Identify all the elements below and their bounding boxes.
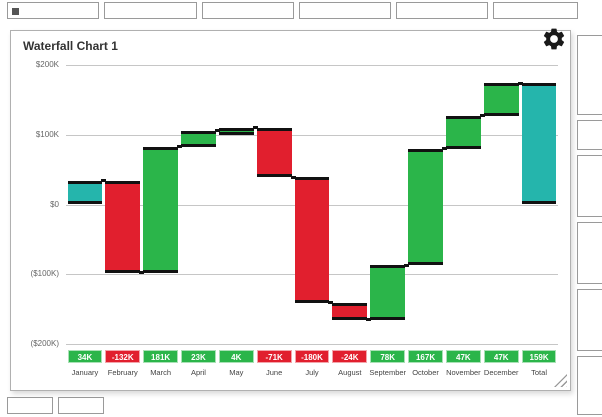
connector-line bbox=[252, 126, 258, 130]
plot-area bbox=[66, 65, 558, 345]
placeholder-panel-right-1[interactable] bbox=[577, 35, 602, 115]
connector-line bbox=[290, 175, 296, 179]
waterfall-bar-june[interactable] bbox=[256, 127, 292, 178]
value-label-march: 181K bbox=[143, 350, 179, 363]
y-axis-label: $100K bbox=[35, 129, 59, 139]
value-label-july: -180K bbox=[294, 350, 330, 363]
waterfall-bar-february[interactable] bbox=[105, 180, 141, 273]
waterfall-bar-august[interactable] bbox=[332, 302, 368, 320]
gridline bbox=[66, 134, 558, 136]
category-label-september: September bbox=[369, 368, 407, 377]
gridline bbox=[66, 65, 558, 66]
category-label-november: November bbox=[446, 368, 481, 377]
placeholder-panel-top-6[interactable] bbox=[493, 2, 578, 19]
waterfall-bar-january[interactable] bbox=[67, 180, 103, 205]
placeholder-panel-right-6[interactable] bbox=[577, 356, 602, 415]
category-label-april: April bbox=[190, 368, 206, 377]
category-label-june: June bbox=[266, 368, 283, 377]
placeholder-panel-right-5[interactable] bbox=[577, 289, 602, 351]
value-label-october: 167K bbox=[408, 350, 443, 363]
placeholder-panel-top-1[interactable] bbox=[7, 2, 99, 19]
placeholder-panel-top-5[interactable] bbox=[396, 2, 488, 19]
waterfall-bar-may[interactable] bbox=[218, 127, 254, 135]
waterfall-bar-total[interactable] bbox=[521, 83, 557, 205]
connector-line bbox=[479, 114, 485, 118]
connector-line bbox=[366, 318, 372, 322]
category-label-may: May bbox=[229, 368, 244, 377]
connector-line bbox=[177, 145, 183, 149]
settings-gear-icon[interactable] bbox=[541, 26, 567, 52]
placeholder-panel-right-2[interactable] bbox=[577, 120, 602, 150]
waterfall-bar-april[interactable] bbox=[181, 130, 216, 147]
value-label-may: 4K bbox=[218, 350, 254, 363]
category-label-february: February bbox=[107, 368, 138, 377]
category-label-august: August bbox=[338, 368, 362, 377]
category-label-march: March bbox=[150, 368, 172, 377]
value-label-november: 47K bbox=[445, 350, 481, 363]
placeholder-panel-top-2[interactable] bbox=[104, 2, 197, 19]
connector-line bbox=[517, 81, 523, 85]
placeholder-panel-top-4[interactable] bbox=[299, 2, 391, 19]
value-label-august: -24K bbox=[332, 350, 368, 363]
value-label-april: 23K bbox=[181, 350, 216, 363]
mini-widget-icon bbox=[12, 8, 19, 15]
connector-line bbox=[328, 301, 334, 305]
value-label-september: 78K bbox=[370, 350, 406, 363]
category-label-july: July bbox=[305, 368, 319, 377]
placeholder-panel-right-4[interactable] bbox=[577, 222, 602, 284]
value-label-january: 34K bbox=[67, 350, 103, 363]
connector-line bbox=[139, 271, 145, 275]
value-label-december: 47K bbox=[483, 350, 519, 363]
placeholder-panel-top-3[interactable] bbox=[202, 2, 294, 19]
placeholder-panel-bottom-2[interactable] bbox=[58, 397, 104, 414]
y-axis-label: ($100K) bbox=[30, 269, 59, 279]
waterfall-bar-october[interactable] bbox=[408, 148, 443, 266]
placeholder-panel-right-3[interactable] bbox=[577, 155, 602, 217]
chart-title: Waterfall Chart 1 bbox=[23, 39, 118, 53]
gridline bbox=[66, 344, 558, 345]
category-label-december: December bbox=[483, 368, 519, 377]
connector-line bbox=[441, 147, 447, 151]
waterfall-bar-september[interactable] bbox=[370, 265, 406, 320]
waterfall-bar-march[interactable] bbox=[143, 146, 179, 273]
category-label-total: Total bbox=[531, 368, 547, 377]
connector-line bbox=[404, 263, 410, 267]
category-label-october: October bbox=[412, 368, 439, 377]
y-axis-label: $0 bbox=[50, 199, 59, 209]
category-label-january: January bbox=[71, 368, 99, 377]
y-axis-label: $200K bbox=[35, 60, 59, 69]
connector-line bbox=[214, 129, 220, 133]
waterfall-bar-december[interactable] bbox=[483, 83, 519, 116]
waterfall-bar-july[interactable] bbox=[294, 177, 330, 303]
connector-line bbox=[101, 179, 107, 183]
value-label-total: 159K bbox=[521, 350, 557, 363]
chart-widget: Waterfall Chart 1 $200K $100K $0 ($100K) ($2… bbox=[10, 28, 571, 391]
y-axis-label: ($200K) bbox=[30, 339, 59, 348]
value-label-june: -71K bbox=[256, 350, 292, 363]
waterfall-bar-november[interactable] bbox=[445, 115, 481, 149]
placeholder-panel-bottom-1[interactable] bbox=[7, 397, 53, 414]
value-label-february: -132K bbox=[105, 350, 141, 363]
